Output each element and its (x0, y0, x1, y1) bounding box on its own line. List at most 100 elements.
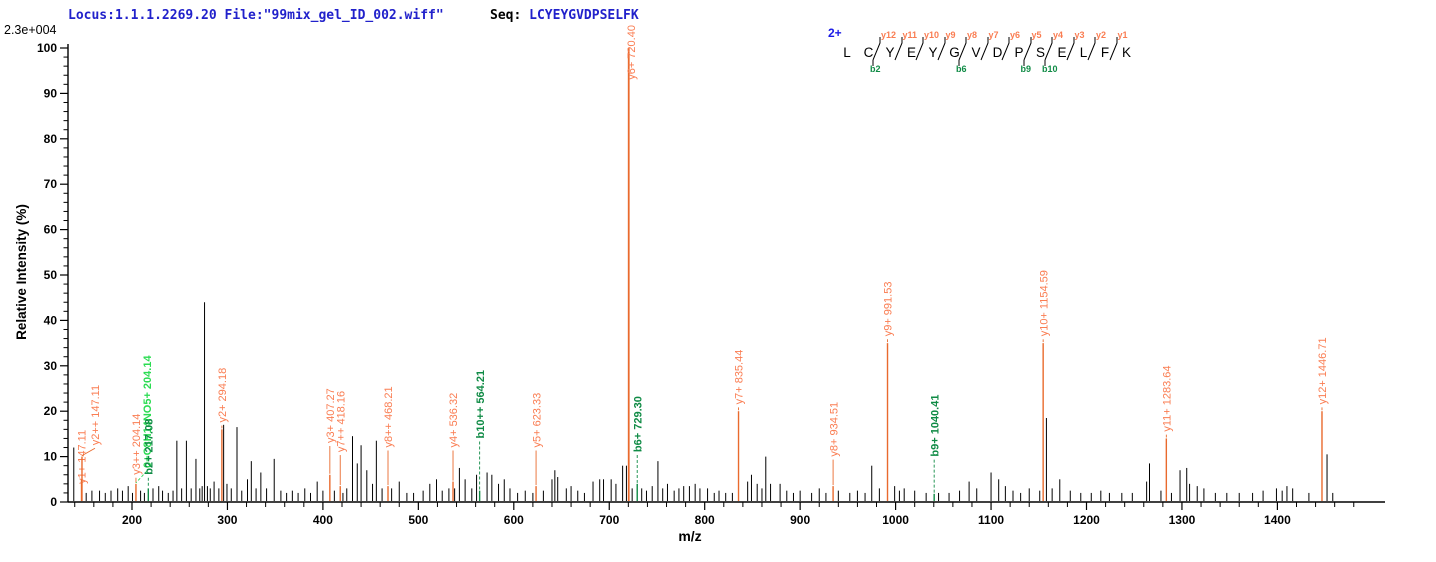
y-tick-label: 10 (44, 450, 58, 464)
y-ion-label-y10: y10 (924, 30, 940, 40)
y-tick-label: 20 (44, 404, 58, 418)
x-tick-label: 500 (408, 513, 428, 527)
fragment-slash (1001, 37, 1010, 61)
peak-label-y6+: y6+ 720.40 (626, 25, 638, 80)
fragment-marker-after-12 (1087, 37, 1096, 61)
y-tick-label: 100 (37, 41, 57, 55)
peak-label-y7+: y7+ 835.44 (734, 350, 746, 405)
fragment-marker-after-3 (894, 37, 902, 61)
peak-label-y8+: y8+ 934.51 (828, 402, 840, 457)
fragment-slash (1109, 37, 1117, 61)
x-tick-label: 700 (599, 513, 619, 527)
y-ion-label-y5: y5 (1031, 30, 1042, 40)
peak-label-leader (81, 447, 96, 456)
fragment-marker-after-13 (1109, 37, 1117, 61)
y-tick-label: 30 (44, 359, 58, 373)
x-tick-label: 600 (504, 513, 524, 527)
fragment-marker-after-6 (958, 37, 967, 66)
b-ion-label-b9: b9 (1020, 64, 1032, 74)
y-tick-label: 80 (44, 132, 58, 146)
residue-10-S: S (1035, 45, 1045, 60)
y-tick-label: 40 (44, 313, 58, 327)
fragment-marker-after-2 (872, 37, 881, 66)
peak-label-y4+: y4+ 536.32 (448, 393, 460, 448)
locus-file-label: Locus:1.1.1.2269.20 File:"99mix_gel_ID_0… (68, 8, 444, 23)
peak-label-y1+: y1+ 147.11 (77, 430, 89, 484)
y-ion-label-y2: y2 (1096, 30, 1107, 40)
y-ion-label-y4: y4 (1053, 30, 1064, 40)
y-ion-label-y9: y9 (945, 30, 956, 40)
precursor-charge-label: 2+ (828, 26, 842, 40)
x-tick-label: 900 (790, 513, 810, 527)
peak-label-y5+: y5+ 623.33 (531, 393, 543, 448)
peak-label-y2+: y2+ 294.18 (217, 368, 229, 423)
fragment-slash (894, 37, 902, 61)
peak-label-y7++: y7++ 418.16 (335, 391, 347, 452)
fragment-slash (1066, 37, 1074, 61)
x-axis-title: m/z (678, 528, 701, 544)
seq-key-label: Seq: (490, 8, 530, 23)
fragment-slash (1087, 37, 1096, 61)
seq-value-label: LCYEYGVDPSELFK (529, 8, 639, 23)
x-tick-label: 1300 (1169, 513, 1196, 527)
residue-11-E: E (1057, 45, 1067, 60)
y-ion-label-y11: y11 (902, 30, 918, 40)
fragment-slash (980, 37, 988, 61)
y-ion-label-y6: y6 (1010, 30, 1021, 40)
peak-label-b9+: b9+ 1040.41 (929, 395, 941, 457)
residue-7-V: V (971, 45, 981, 60)
residue-14-K: K (1121, 45, 1131, 60)
y-ion-label-y3: y3 (1074, 30, 1085, 40)
peak-label-y9+: y9+ 991.53 (883, 282, 895, 337)
y-ion-label-y1: y1 (1117, 30, 1128, 40)
fragment-marker-after-5 (937, 37, 945, 61)
fragment-slash (915, 37, 924, 61)
y-tick-label: 50 (44, 268, 58, 282)
x-tick-label: 1100 (978, 513, 1004, 527)
peak-label-b10++: b10++ 564.21 (475, 370, 487, 439)
peak-label-b6+: b6+ 729.30 (632, 396, 644, 452)
peak-label-y11+: y11+ 1283.64 (1162, 365, 1174, 431)
peak-label-y2++: y2++ 147.11 (90, 385, 102, 445)
fragment-marker-after-9 (1023, 37, 1031, 66)
x-tick-label: 400 (313, 513, 333, 527)
fragment-marker-after-11 (1066, 37, 1074, 61)
y-tick-label: 0 (50, 495, 57, 509)
x-tick-label: 1400 (1264, 513, 1291, 527)
fragment-marker-after-8 (1001, 37, 1010, 61)
peptide-fragment-panel: 2+ L C Y E Y G V D P S E L F K y12 b2 y11 y10 y9 y8 b6 y7 y6 y5 b… (0, 0, 1436, 100)
y-ion-label-y7: y7 (988, 30, 999, 40)
residue-1-L: L (843, 45, 851, 60)
peak-label-y3+: y3+ 407.27 (325, 388, 337, 443)
y-tick-label: 90 (44, 86, 58, 100)
residue-6-G: G (949, 45, 960, 60)
residue-8-D: D (992, 45, 1003, 60)
peak-label-y3++: y3++ 204.14 (131, 414, 143, 475)
x-tick-label: 1200 (1073, 513, 1100, 527)
fragment-marker-after-7 (980, 37, 988, 61)
fragment-marker-after-10 (1044, 37, 1053, 66)
y-ion-label-y12: y12 (881, 30, 897, 40)
fragment-slash (1044, 37, 1053, 66)
residue-4-E: E (906, 45, 916, 60)
y-axis-title: Relative Intensity (%) (14, 204, 29, 340)
peak-label-y12+: y12+ 1446.71 (1317, 337, 1329, 404)
residue-9-P: P (1014, 45, 1024, 60)
b-ion-label-b2: b2 (870, 64, 881, 74)
residue-2-C: C (863, 45, 874, 60)
y-tick-label: 70 (44, 177, 58, 191)
fragment-slash (958, 37, 967, 66)
fragment-slash (872, 37, 881, 66)
x-tick-label: 300 (217, 513, 237, 527)
fragment-slash (1023, 37, 1031, 66)
peak-label-y10+: y10+ 1154.59 (1038, 270, 1050, 336)
peak-label-leader (135, 470, 148, 484)
y-ion-label-y8: y8 (967, 30, 978, 40)
x-tick-label: 200 (122, 513, 142, 527)
residue-5-Y: Y (928, 45, 938, 60)
residue-13-F: F (1100, 45, 1110, 60)
b-ion-label-b6: b6 (956, 64, 967, 74)
fragment-slash (937, 37, 945, 61)
y-tick-label: 60 (44, 223, 58, 237)
